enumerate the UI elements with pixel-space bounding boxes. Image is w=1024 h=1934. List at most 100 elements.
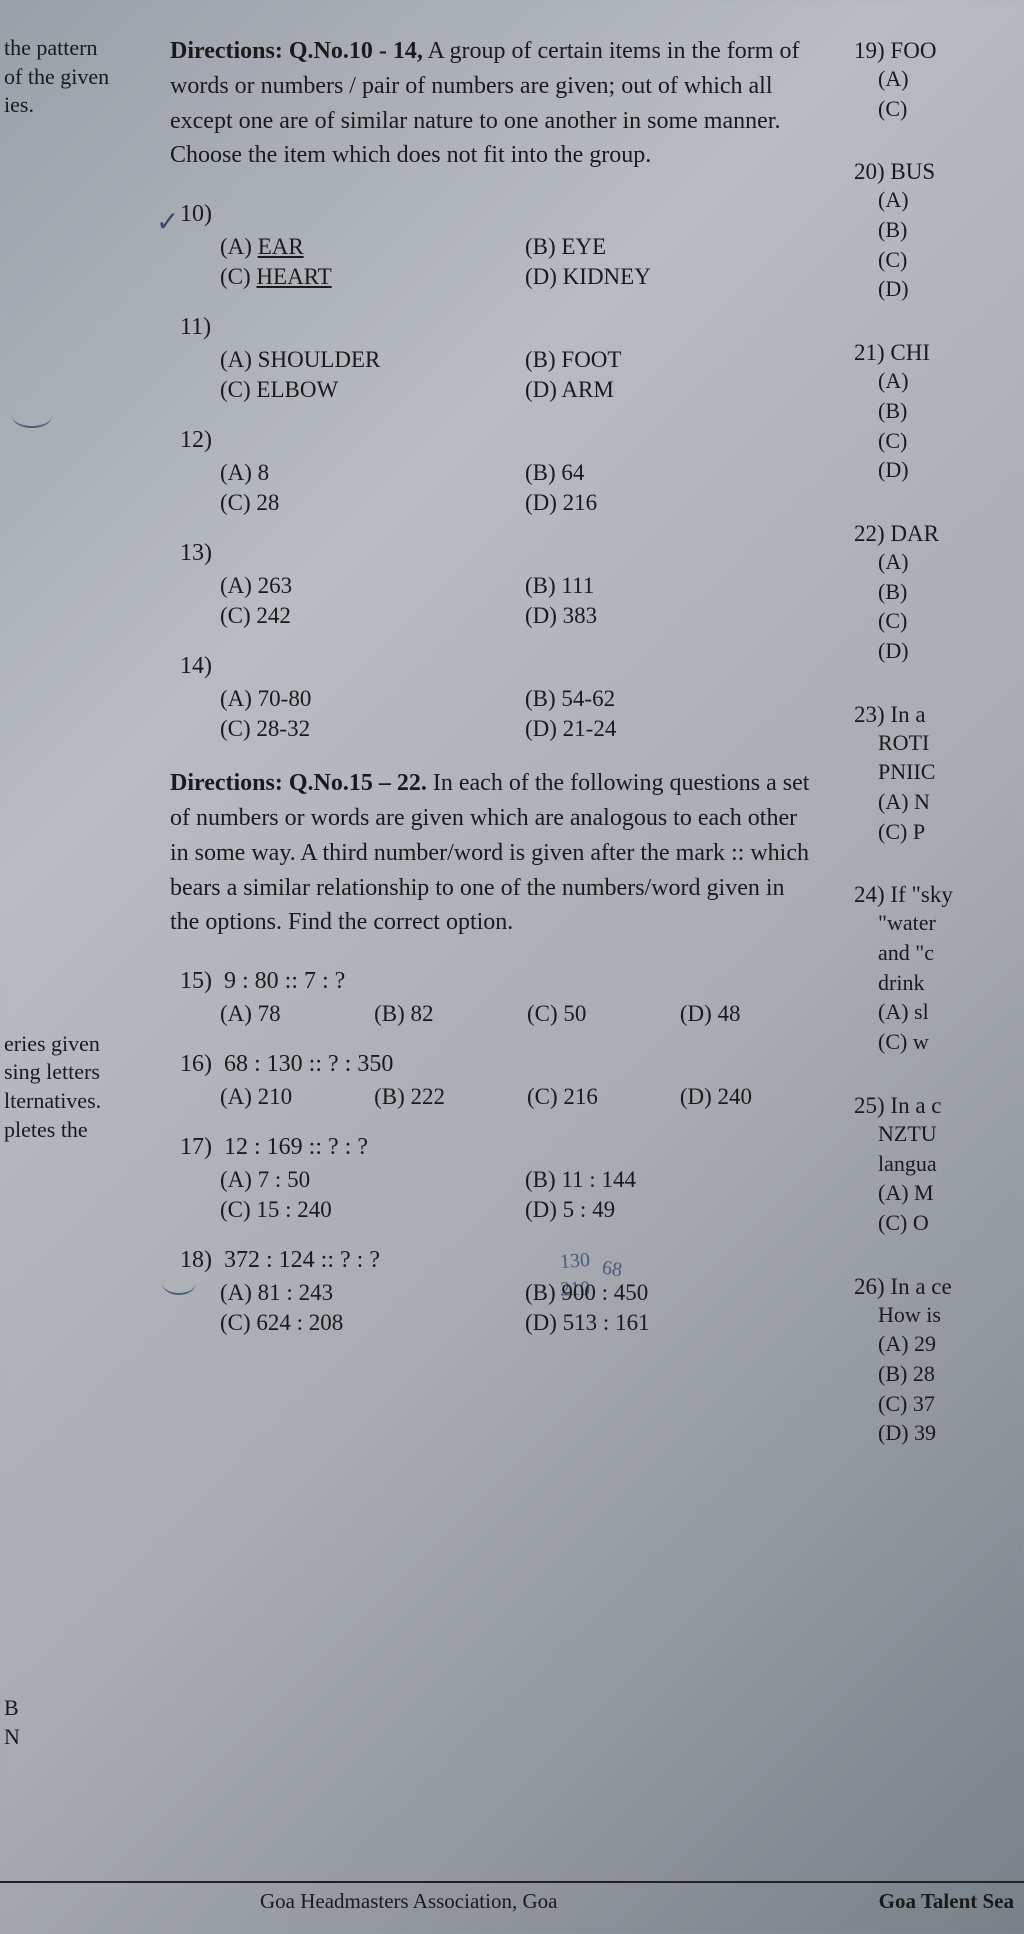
exam-page: the pattern of the given ies. eries give…	[0, 0, 1024, 1934]
question-16: 16) 68 : 130 :: ? : 350 (A) 210 (B) 222 …	[180, 1051, 810, 1110]
q24-body: "water and "c drink (A) sl (C) w	[878, 908, 1024, 1056]
left-frag-3: B N	[4, 1694, 154, 1751]
q20-num: 20) BUS	[854, 159, 1024, 185]
q17-number: 17) 12 : 169 :: ? : ?	[180, 1134, 810, 1161]
q20-opts: (A) (B) (C) (D)	[878, 185, 1024, 304]
question-22: 22) DAR (A) (B) (C) (D)	[854, 521, 1024, 666]
q20-num-text: 20)	[854, 159, 885, 184]
q12-c: (C) 28	[220, 490, 505, 516]
q13-options: (A) 263 (B) 111 (C) 242 (D) 383	[220, 573, 810, 629]
q20-c: (C)	[878, 245, 1024, 275]
q16-b: (B) 222	[374, 1084, 503, 1110]
q20-d: (D)	[878, 274, 1024, 304]
q17-num-text: 17)	[180, 1134, 212, 1160]
question-20: 20) BUS ✓ (A) (B) (C) (D)	[854, 159, 1024, 304]
frag-text: B	[4, 1694, 154, 1723]
q14-b: (B) 54-62	[525, 686, 810, 712]
q10-b: (B) EYE	[525, 234, 810, 260]
q15-d: (D) 48	[680, 1001, 810, 1027]
q12-b: (B) 64	[525, 460, 810, 486]
q21-b: (B)	[878, 396, 1024, 426]
q24-l2: "water	[878, 908, 1024, 938]
q20-b: (B)	[878, 215, 1024, 245]
q15-c: (C) 50	[527, 1001, 656, 1027]
frag-text: sing letters	[4, 1058, 154, 1087]
frag-text: the pattern	[4, 34, 154, 63]
q16-d: (D) 240	[680, 1084, 810, 1110]
right-column: 19) FOO (A) (C) 20) BUS ✓ (A) (B) (C) (D…	[854, 26, 1024, 1484]
q17-a: (A) 7 : 50	[220, 1167, 505, 1193]
q17-d: (D) 5 : 49	[525, 1197, 810, 1223]
q13-d: (D) 383	[525, 603, 810, 629]
question-11: 11) (A) SHOULDER (B) FOOT (C) ELBOW (D) …	[180, 314, 810, 403]
question-21: 21) CHI (A) (B) (C) (D)	[854, 340, 1024, 485]
underline-curve-icon	[162, 1271, 196, 1295]
q21-c: (C)	[878, 426, 1024, 456]
q13-c: (C) 242	[220, 603, 505, 629]
question-24: 24) If "sky "water and "c drink (A) sl (…	[854, 882, 1024, 1056]
q26-c: (C) 37	[878, 1389, 1024, 1419]
q24-num: 24) If "sky	[854, 882, 1024, 908]
q24-l3: and "c	[878, 938, 1024, 968]
q21-stem: CHI	[890, 340, 930, 365]
q21-num-text: 21)	[854, 340, 885, 365]
q24-l4: drink	[878, 968, 1024, 998]
q13-b: (B) 111	[525, 573, 810, 599]
underline-curve-icon	[12, 404, 52, 428]
q26-num-text: 26)	[854, 1274, 885, 1299]
q12-options: (A) 8 (B) 64 (C) 28 (D) 216	[220, 460, 810, 516]
q22-opts: (A) (B) (C) (D)	[878, 547, 1024, 666]
q21-num: 21) CHI	[854, 340, 1024, 366]
q17-stem: 12 : 169 :: ? : ?	[224, 1134, 368, 1160]
q23-num-text: 23)	[854, 702, 885, 727]
q23-c: (C) P	[878, 817, 1024, 847]
q25-body: NZTU langua (A) M (C) O	[878, 1119, 1024, 1238]
q20-stem: BUS	[890, 159, 935, 184]
question-18: 18) 372 : 124 :: ? : ? (A) 81 : 243 (B) …	[180, 1247, 810, 1336]
q26-l2: How is	[878, 1300, 1024, 1330]
q26-num: 26) In a ce	[854, 1274, 1024, 1300]
frag-text: pletes the	[4, 1116, 154, 1145]
q18-options: (A) 81 : 243 (B) 900 : 450 (C) 624 : 208…	[220, 1280, 810, 1336]
q21-opts: (A) (B) (C) (D)	[878, 366, 1024, 485]
q20-a: (A)	[878, 185, 1024, 215]
q19-a: (A)	[878, 64, 1024, 94]
q23-l3: PNIIC	[878, 757, 1024, 787]
q16-a: (A) 210	[220, 1084, 350, 1110]
directions-15-22: Directions: Q.No.15 – 22. In each of the…	[170, 766, 810, 940]
q14-number: 14)	[180, 653, 810, 680]
q21-d: (D)	[878, 455, 1024, 485]
directions2-lead: Directions: Q.No.15 – 22.	[170, 770, 427, 796]
question-13: 13) (A) 263 (B) 111 (C) 242 (D) 383	[180, 540, 810, 629]
q10-a-text: EAR	[258, 234, 304, 259]
q10-options: (A) EAR (B) EYE (C) HEART (D) KIDNEY	[220, 234, 810, 290]
q10-d: (D) KIDNEY	[525, 264, 810, 290]
q13-number: 13)	[180, 540, 810, 567]
q10-number: 10)	[180, 201, 810, 228]
question-14: 14) (A) 70-80 (B) 54-62 (C) 28-32 (D) 21…	[180, 653, 810, 742]
q18-stem: 372 : 124 :: ? : ?	[224, 1247, 380, 1273]
q10-c: (C) HEART	[220, 264, 505, 290]
q18-b: (B) 900 : 450	[525, 1280, 810, 1306]
q24-stem: If "sky	[890, 882, 952, 907]
q25-c: (C) O	[878, 1208, 1024, 1238]
question-10: 10) (A) EAR (B) EYE (C) HEART (D) KIDNEY	[180, 201, 810, 290]
frag-text: of the given	[4, 63, 154, 92]
q16-num-text: 16)	[180, 1051, 212, 1077]
q22-c: (C)	[878, 606, 1024, 636]
q26-b: (B) 28	[878, 1359, 1024, 1389]
q19-stem: FOO	[890, 38, 936, 63]
q22-stem: DAR	[890, 521, 939, 546]
footer-right: Goa Talent Sea	[879, 1889, 1014, 1914]
q22-b: (B)	[878, 577, 1024, 607]
q18-c: (C) 624 : 208	[220, 1310, 505, 1336]
q18-num-text: 18)	[180, 1247, 212, 1273]
q14-options: (A) 70-80 (B) 54-62 (C) 28-32 (D) 21-24	[220, 686, 810, 742]
q26-d: (D) 39	[878, 1418, 1024, 1448]
left-frag-1: the pattern of the given ies.	[4, 34, 154, 120]
q15-options: (A) 78 (B) 82 (C) 50 (D) 48	[220, 1001, 810, 1027]
q15-b: (B) 82	[374, 1001, 503, 1027]
q13-a: (A) 263	[220, 573, 505, 599]
q17-b: (B) 11 : 144	[525, 1167, 810, 1193]
q17-options: (A) 7 : 50 (B) 11 : 144 (C) 15 : 240 (D)…	[220, 1167, 810, 1223]
